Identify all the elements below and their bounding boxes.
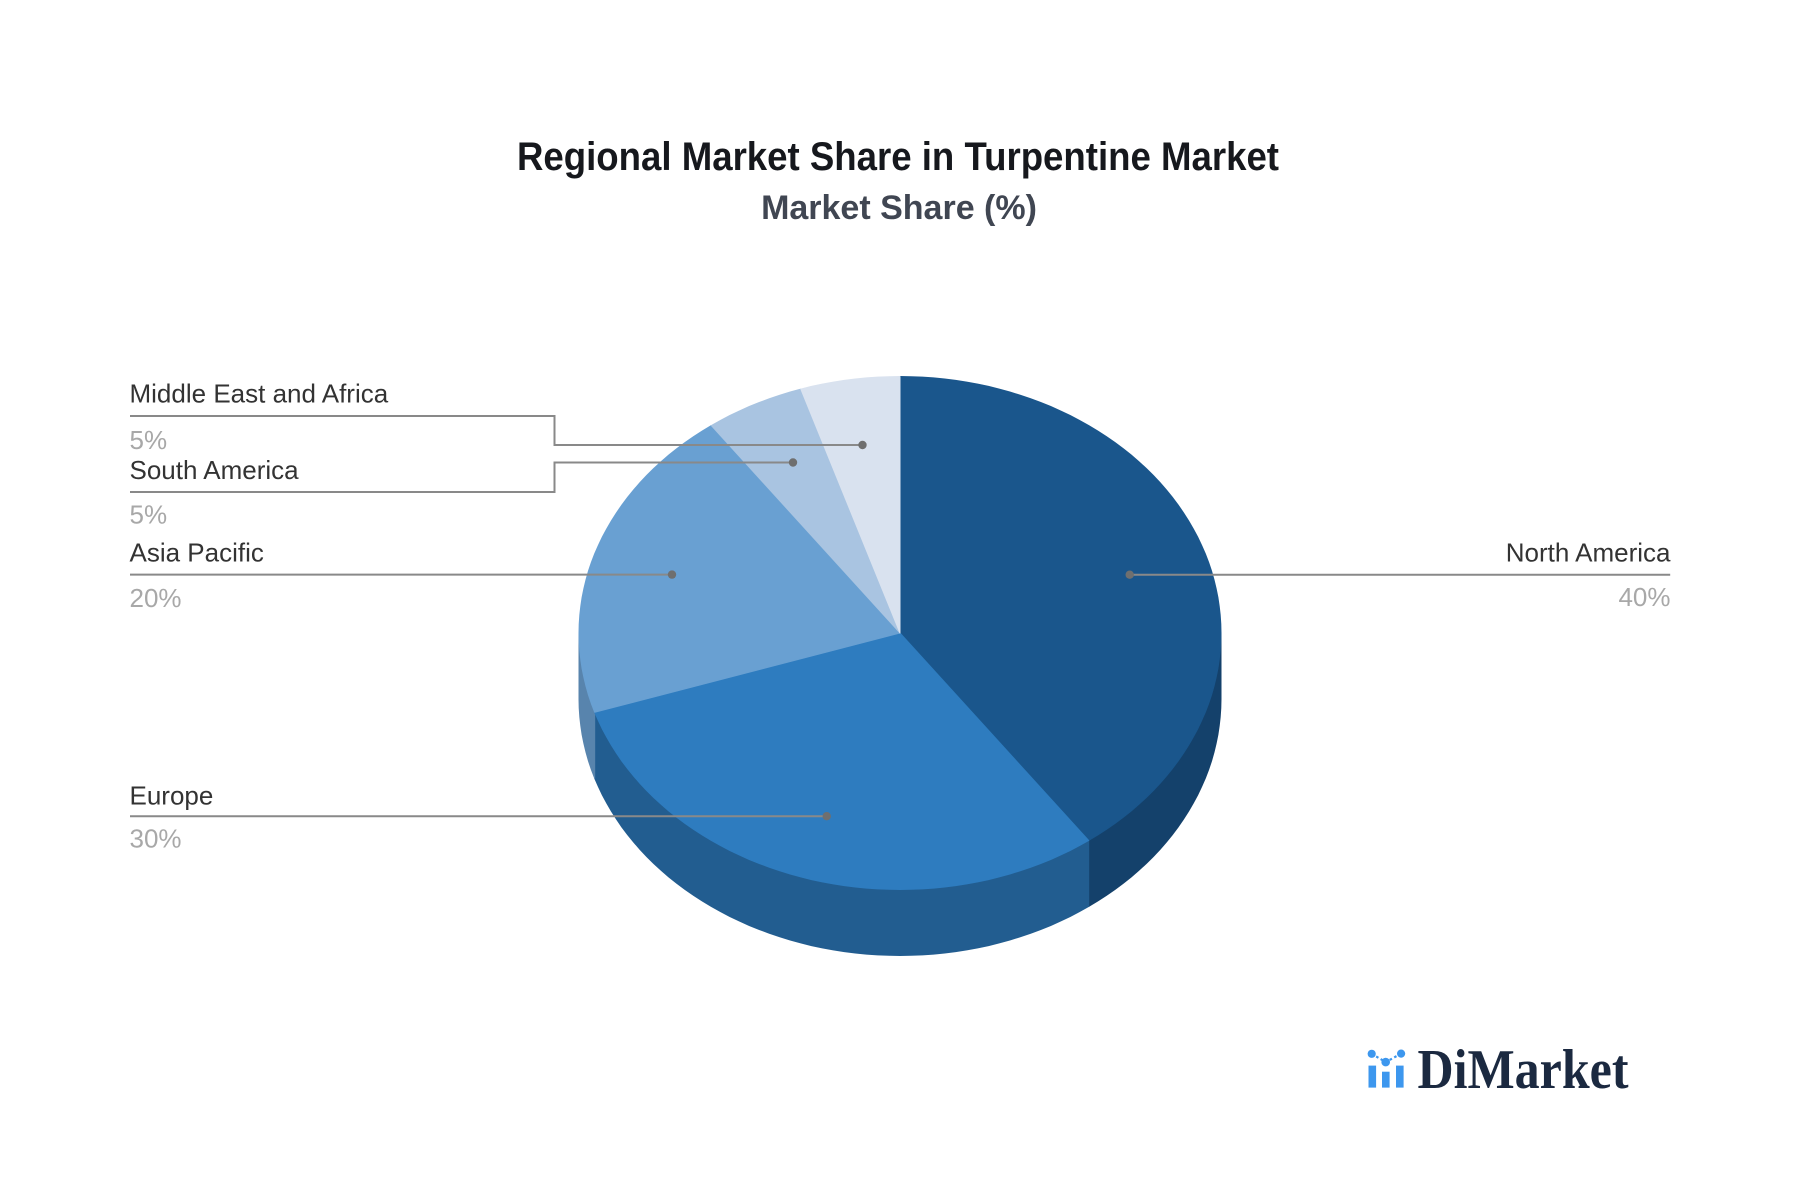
svg-text:Middle East and Africa: Middle East and Africa [130,379,389,409]
svg-text:Regional Market Share in Turpe: Regional Market Share in Turpentine Mark… [517,135,1279,179]
svg-text:Market Share (%): Market Share (%) [761,189,1037,227]
svg-text:Europe: Europe [130,780,214,810]
svg-text:South America: South America [130,455,300,485]
svg-text:20%: 20% [130,583,182,613]
svg-text:30%: 30% [130,824,182,854]
svg-text:5%: 5% [130,500,168,530]
svg-text:5%: 5% [130,425,168,455]
svg-text:Asia Pacific: Asia Pacific [130,538,264,568]
svg-text:40%: 40% [1618,582,1670,612]
svg-text:North America: North America [1506,538,1671,568]
svg-text:DiMarket: DiMarket [1418,1039,1629,1101]
